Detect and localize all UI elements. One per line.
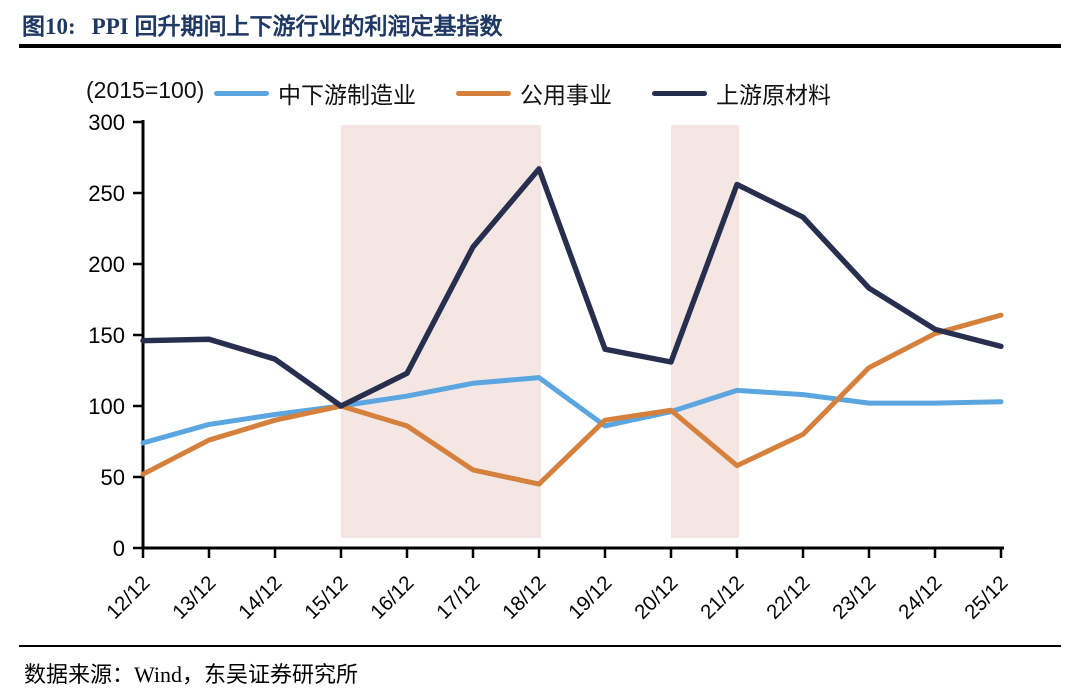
x-tick-label: 24/12 [894, 571, 947, 624]
x-tick-label: 13/12 [168, 571, 221, 624]
y-tick-label: 50 [101, 465, 125, 490]
source-note: 数据来源：Wind，东吴证券研究所 [24, 662, 358, 687]
y-tick-label: 250 [88, 181, 125, 206]
x-tick-label: 18/12 [498, 571, 551, 624]
title-rule [19, 44, 1061, 48]
x-tick-label: 25/12 [960, 571, 1013, 624]
figure-title-text: PPI 回升期间上下游行业的利润定基指数 [91, 14, 503, 39]
x-tick-label: 16/12 [366, 571, 419, 624]
x-tick-label: 19/12 [564, 571, 617, 624]
y-tick-label: 100 [88, 394, 125, 419]
x-tick-label: 20/12 [630, 571, 683, 624]
line-chart: 0 50 100 150 200 250 300 12/12 13/12 14/12 15/12 16… [88, 110, 1013, 624]
legend-label-0: 中下游制造业 [278, 83, 416, 108]
legend-swatch-2 [652, 90, 707, 96]
x-tick-label: 21/12 [696, 571, 749, 624]
y-tick-label: 0 [113, 536, 125, 561]
x-tick-label: 22/12 [762, 571, 815, 624]
x-tick-label: 14/12 [234, 571, 287, 624]
footer-rule [19, 645, 1061, 647]
legend-item-1: 公用事业 [456, 76, 612, 110]
y-tick-label: 300 [88, 110, 125, 135]
legend-label-1: 公用事业 [520, 83, 612, 108]
x-tick-label: 15/12 [300, 571, 353, 624]
legend-label-2: 上游原材料 [716, 83, 831, 108]
shaded-band-0 [341, 125, 541, 538]
chart-legend: 中下游制造业 公用事业 上游原材料 [214, 76, 831, 110]
figure-title: 图10: PPI 回升期间上下游行业的利润定基指数 [22, 7, 502, 41]
figure-label: 图10: [22, 14, 76, 39]
legend-item-0: 中下游制造业 [214, 76, 416, 110]
legend-swatch-1 [456, 90, 511, 96]
series-line-2 [140, 166, 1004, 409]
y-tick-label: 150 [88, 323, 125, 348]
x-tick-label: 12/12 [102, 571, 155, 624]
unit-note: (2015=100) [86, 77, 205, 103]
x-tick-label: 23/12 [828, 571, 881, 624]
series-line-0 [140, 375, 1004, 446]
y-tick-label: 200 [88, 252, 125, 277]
legend-item-2: 上游原材料 [652, 76, 831, 110]
legend-swatch-0 [214, 90, 269, 96]
series-line-1 [140, 312, 1004, 487]
x-tick-label: 17/12 [432, 571, 485, 624]
